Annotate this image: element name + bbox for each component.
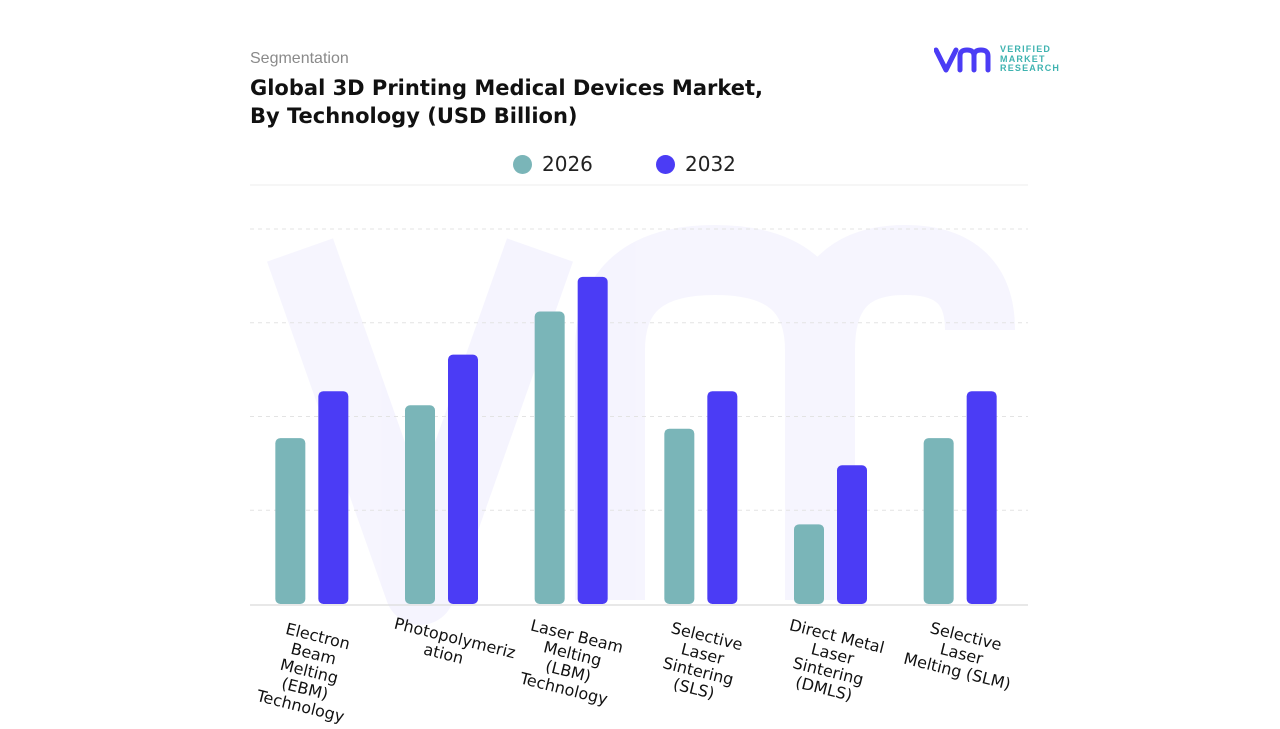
- bar-2026-2: [534, 311, 565, 604]
- logo-wordmark: VERIFIED MARKET RESEARCH: [1000, 44, 1130, 74]
- bar-2026-4: [794, 524, 824, 604]
- bar-2032-5: [966, 391, 997, 604]
- bar-2032-3: [707, 391, 738, 604]
- bar-2032-0: [318, 391, 349, 604]
- legend-item-2032[interactable]: 2032: [656, 150, 736, 178]
- bar-2026-5: [923, 438, 954, 604]
- bar-2026-0: [275, 438, 306, 604]
- logo-line-verified: VERIFIED: [1000, 44, 1052, 54]
- logo-line-research: RESEARCH: [1000, 63, 1061, 73]
- chart-title: Global 3D Printing Medical Devices Marke…: [250, 74, 810, 130]
- logo-line-market: MARKET: [1000, 53, 1046, 64]
- vmr-logo-icon: [934, 47, 991, 73]
- legend-label-2032: 2032: [685, 152, 736, 176]
- bar-2032-1: [448, 354, 478, 604]
- legend-swatch-2032: [656, 154, 675, 174]
- chart-legend: 2026 2032: [0, 150, 1280, 178]
- chart-title-line-2: By Technology (USD Billion): [250, 104, 578, 128]
- bar-2026-1: [405, 405, 435, 604]
- chart-title-line-1: Global 3D Printing Medical Devices Marke…: [250, 76, 764, 100]
- bar-2032-4: [837, 465, 867, 604]
- watermark-logo: [266, 224, 1015, 625]
- legend-label-2026: 2026: [542, 152, 593, 176]
- bar-2032-2: [577, 276, 608, 604]
- legend-swatch-2026: [513, 154, 532, 174]
- bar-2026-3: [664, 428, 695, 604]
- legend-item-2026[interactable]: 2026: [513, 150, 593, 178]
- segmentation-label: Segmentation: [250, 50, 349, 67]
